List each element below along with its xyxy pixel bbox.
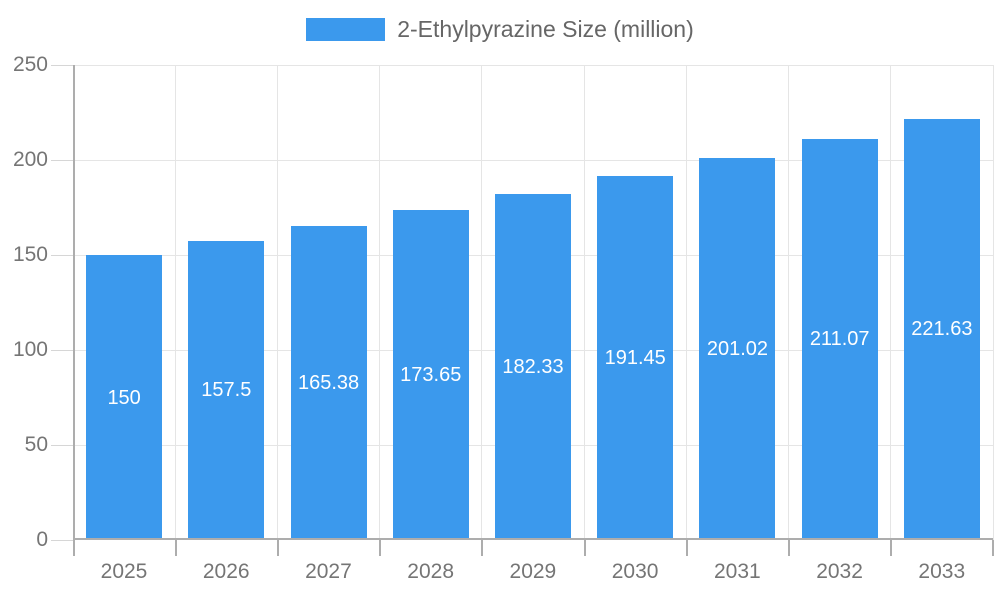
bar-2032[interactable] [801, 138, 878, 540]
x-tick-label: 2033 [918, 560, 966, 583]
plot-area: 150 157.5 165.38 173.65 182.33 191.45 201.02 21… [51, 64, 994, 556]
bar-2031[interactable] [699, 158, 776, 540]
bar-value-label: 157.5 [201, 379, 252, 402]
bar-value-label: 182.33 [502, 355, 564, 378]
bar-value-label: 211.07 [809, 328, 870, 351]
y-tick-label: 150 [12, 243, 48, 266]
x-tick-label: 2025 [100, 560, 148, 583]
bar-value-label: 201.02 [706, 338, 769, 361]
bar-2027[interactable] [290, 225, 367, 540]
y-axis-tick [51, 254, 73, 256]
vertical-gridline [276, 65, 278, 540]
horizontal-gridline [73, 64, 993, 66]
bar-2030[interactable] [597, 176, 674, 540]
x-axis-tick [991, 540, 994, 556]
bar-2028[interactable] [392, 210, 469, 540]
vertical-gridline [583, 65, 585, 540]
vertical-gridline [685, 65, 687, 540]
y-tick-label: 200 [12, 148, 48, 171]
x-tick-label: 2031 [713, 560, 761, 583]
vertical-gridline [992, 65, 994, 540]
y-axis-tick [51, 349, 73, 351]
x-axis-tick [174, 540, 177, 556]
y-tick-label: 100 [12, 338, 48, 361]
y-tick-label: 250 [12, 53, 48, 76]
bar-value-label: 221.63 [911, 318, 973, 341]
x-tick-label: 2032 [816, 560, 863, 583]
x-axis-tick [890, 540, 893, 556]
bar-2033[interactable] [903, 118, 980, 540]
chart-legend[interactable]: 2-Ethylpyrazine Size (million) [0, 18, 1000, 41]
y-tick-label: 50 [24, 433, 48, 456]
vertical-gridline [174, 65, 176, 540]
x-axis-tick [788, 540, 791, 556]
x-tick-label: 2028 [407, 560, 455, 583]
bar-value-label: 173.65 [400, 364, 462, 387]
vertical-gridline [481, 65, 483, 540]
horizontal-gridline [73, 159, 993, 161]
x-tick-label: 2027 [305, 560, 352, 583]
y-axis-tick [51, 444, 73, 446]
x-axis-tick [379, 540, 382, 556]
legend-swatch [306, 18, 386, 41]
x-axis-tick [583, 540, 586, 556]
x-tick-label: 2026 [202, 560, 250, 583]
y-axis-line [73, 65, 75, 556]
bar-2025[interactable] [86, 255, 163, 540]
x-tick-label: 2030 [611, 560, 659, 583]
y-axis-tick [51, 539, 73, 541]
y-tick-label: 0 [36, 528, 48, 551]
vertical-gridline [379, 65, 381, 540]
legend-label: 2-Ethylpyrazine Size (million) [397, 16, 694, 42]
bar-value-label: 150 [107, 386, 141, 409]
y-axis-tick [51, 159, 73, 161]
bar-value-label: 165.38 [297, 371, 360, 394]
x-axis-line [73, 538, 993, 540]
x-axis-tick [685, 540, 688, 556]
bar-2026[interactable] [188, 240, 265, 540]
bar-2029[interactable] [495, 193, 571, 540]
vertical-gridline [788, 65, 790, 540]
x-axis-tick [481, 540, 484, 556]
vertical-gridline [890, 65, 892, 540]
y-axis-tick [51, 64, 73, 66]
x-axis-tick [276, 540, 279, 556]
x-tick-label: 2029 [509, 560, 557, 583]
bar-value-label: 191.45 [604, 347, 666, 370]
